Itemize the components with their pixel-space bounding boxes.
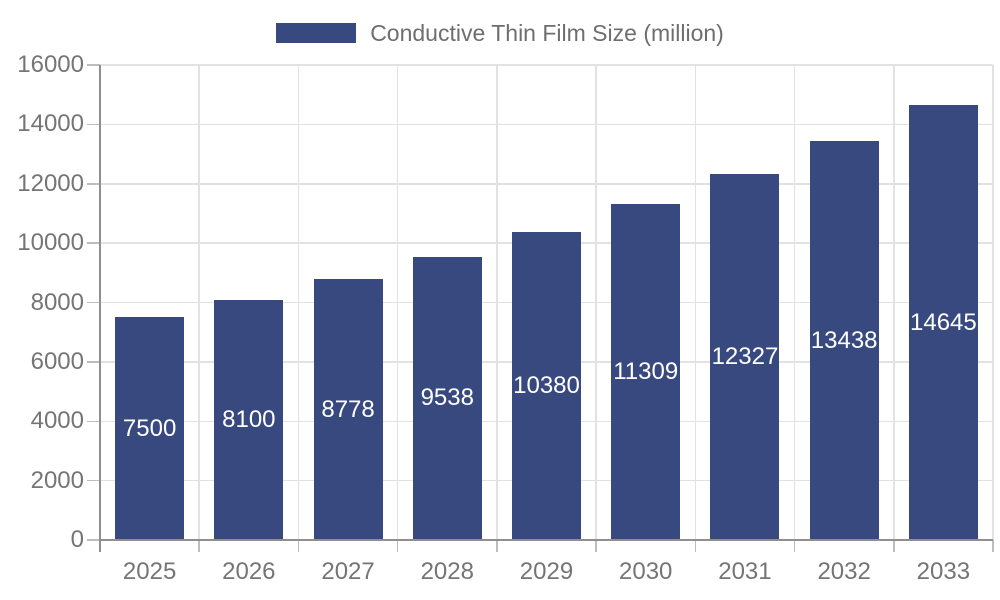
y-tick-mark — [87, 361, 100, 363]
bar-value-label: 9538 — [420, 384, 474, 412]
grid-line-v — [297, 65, 300, 540]
y-tick-mark — [87, 420, 100, 422]
bar-value-label: 11309 — [613, 358, 679, 386]
y-tick-mark — [87, 183, 100, 185]
grid-line-v — [496, 65, 498, 540]
x-tick-label: 2031 — [718, 558, 772, 585]
y-axis-line — [99, 65, 101, 552]
legend[interactable]: Conductive Thin Film Size (million) — [0, 18, 1000, 48]
bar: 8778 — [313, 279, 383, 540]
x-tick-mark — [694, 540, 697, 552]
x-tick-mark — [992, 540, 994, 552]
legend-swatch — [276, 23, 357, 43]
grid-line-v — [793, 65, 796, 540]
x-tick-mark — [396, 540, 399, 552]
y-tick-mark — [87, 242, 100, 244]
grid-line-v — [893, 65, 895, 540]
bar-value-label: 14645 — [910, 308, 977, 336]
grid-line-v — [694, 65, 697, 540]
grid-line-v — [992, 65, 994, 540]
x-tick-label: 2026 — [222, 558, 276, 585]
y-tick-mark — [87, 479, 100, 482]
y-tick-mark — [87, 539, 100, 541]
y-tick-mark — [87, 301, 100, 304]
grid-line-h — [100, 123, 993, 126]
x-tick-mark — [198, 540, 200, 552]
x-tick-label: 2029 — [519, 558, 574, 585]
x-tick-mark — [793, 540, 796, 552]
x-tick-mark — [496, 540, 498, 552]
y-tick-label: 2000 — [30, 466, 84, 494]
bar-value-label: 13438 — [810, 326, 878, 354]
x-tick-label: 2028 — [420, 558, 474, 585]
y-tick-label: 10000 — [17, 229, 84, 257]
x-axis-line — [100, 539, 993, 541]
grid-line-h — [100, 183, 993, 185]
y-tick-label: 8000 — [30, 288, 84, 316]
x-tick-mark — [297, 540, 300, 552]
bar-value-label: 8778 — [321, 395, 375, 423]
bar: 11309 — [611, 204, 681, 540]
x-tick-label: 2030 — [619, 558, 673, 585]
y-tick-label: 14000 — [17, 110, 84, 138]
x-tick-mark — [595, 540, 597, 552]
x-tick-mark — [893, 540, 895, 552]
bar-value-label: 7500 — [122, 414, 177, 442]
y-tick-mark — [87, 64, 100, 66]
grid-line-h — [100, 64, 993, 66]
grid-line-v — [198, 65, 200, 540]
bar: 14645 — [908, 105, 978, 540]
x-tick-label: 2033 — [916, 558, 971, 585]
grid-line-v — [396, 65, 399, 540]
y-tick-label: 4000 — [30, 407, 84, 435]
y-tick-label: 6000 — [30, 347, 84, 375]
bar-value-label: 8100 — [222, 405, 276, 433]
y-tick-label: 0 — [70, 526, 84, 553]
y-tick-label: 16000 — [17, 51, 84, 78]
grid-line-v — [595, 65, 597, 540]
bar-value-label: 10380 — [513, 371, 580, 399]
bar: 7500 — [115, 317, 185, 540]
bar: 10380 — [512, 231, 581, 540]
bar: 8100 — [214, 299, 284, 540]
x-tick-label: 2027 — [321, 558, 375, 585]
bar: 9538 — [412, 256, 482, 540]
x-tick-label: 2025 — [122, 558, 177, 585]
y-tick-label: 12000 — [17, 169, 84, 197]
bar: 13438 — [809, 141, 879, 540]
bar: 12327 — [710, 174, 780, 540]
bar-value-label: 12327 — [711, 343, 779, 371]
plot-area: 7500 8100 8778 9538 10380 11309 12327 13438 1464… — [99, 64, 994, 552]
legend-label: Conductive Thin Film Size (million) — [370, 19, 724, 46]
y-tick-mark — [87, 123, 100, 126]
x-tick-label: 2032 — [817, 558, 871, 585]
